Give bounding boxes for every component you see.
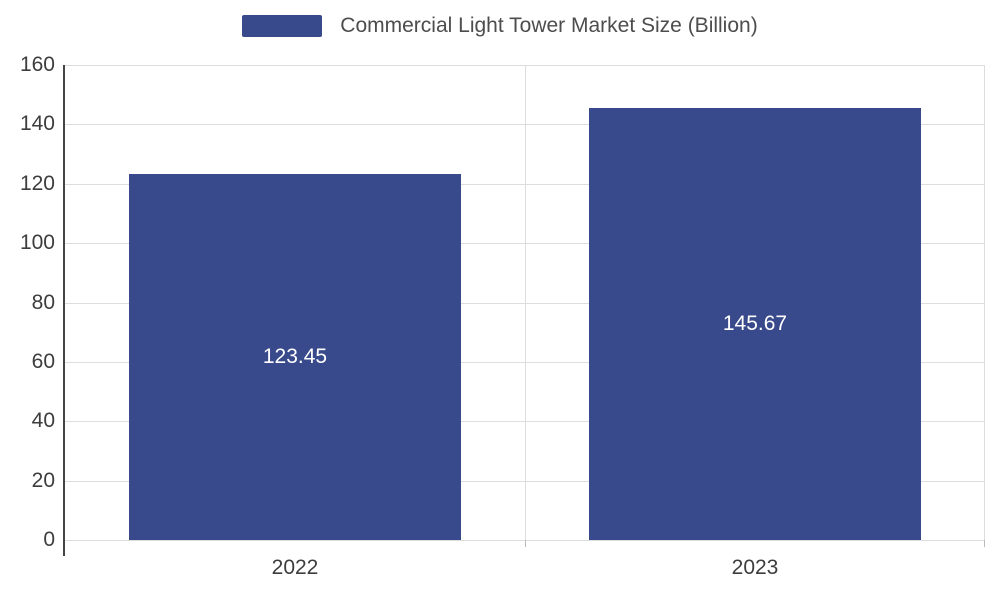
x-gridline — [984, 65, 985, 540]
y-tick-label: 100 — [19, 231, 55, 255]
y-tick-label: 80 — [31, 290, 55, 314]
plot-area: 0 20 40 60 80 100 120 140 160 123.45 2022 145.67 202… — [20, 53, 985, 579]
y-axis-spine — [63, 65, 65, 556]
bar-2022[interactable]: 123.45 — [129, 173, 461, 540]
legend[interactable]: Commercial Light Tower Market Size (Bill… — [0, 14, 1000, 38]
bar-2023[interactable]: 145.67 — [589, 107, 921, 540]
y-tick-label: 60 — [31, 349, 55, 373]
x-axis-tick — [984, 540, 985, 547]
x-axis-tick — [525, 540, 526, 547]
y-tick-label: 20 — [31, 468, 55, 492]
y-tick-label: 160 — [19, 53, 55, 76]
legend-label: Commercial Light Tower Market Size (Bill… — [340, 14, 758, 37]
bar-value-label: 145.67 — [722, 311, 788, 335]
legend-swatch — [242, 15, 323, 37]
y-tick-label: 0 — [43, 528, 55, 551]
x-tick-label: 2022 — [271, 556, 319, 579]
bar-value-label: 123.45 — [262, 344, 328, 368]
y-tick-label: 120 — [19, 171, 55, 195]
y-tick-label: 40 — [31, 409, 55, 433]
x-tick-label: 2023 — [731, 556, 779, 579]
y-tick-label: 140 — [19, 112, 55, 136]
x-gridline — [525, 65, 526, 540]
